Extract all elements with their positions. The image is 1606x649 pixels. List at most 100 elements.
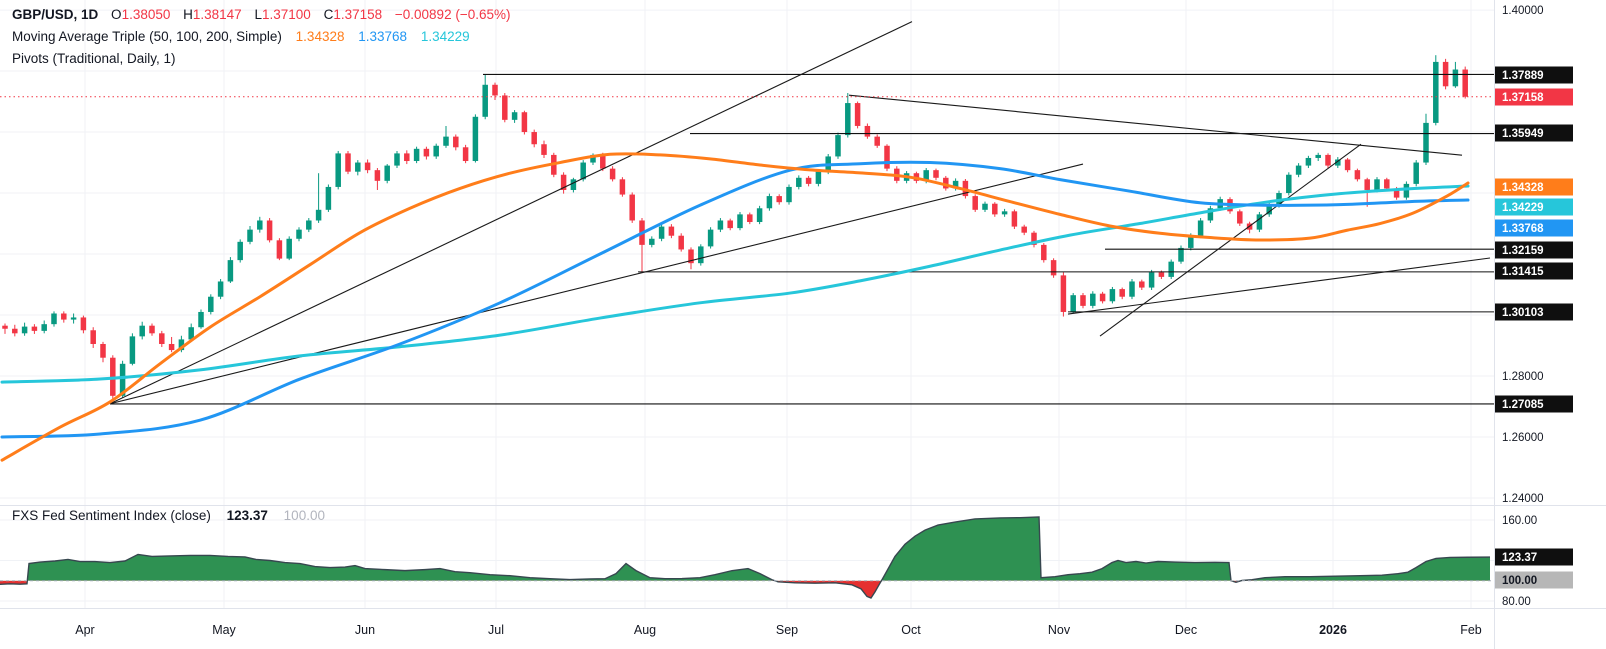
candle	[364, 162, 371, 171]
price-axis-badge-label: 1.37158	[1502, 92, 1544, 104]
candle	[80, 317, 87, 331]
candle	[649, 238, 655, 245]
time-axis[interactable]: Apr May Jun Jul Aug Sep Oct Nov Dec 2026 Feb	[75, 623, 1482, 637]
candle	[266, 220, 273, 241]
time-axis-label: 2026	[1319, 623, 1347, 637]
high-label: H	[183, 7, 193, 22]
price-axis-label: 1.40000	[1502, 5, 1544, 17]
candle	[1178, 247, 1184, 262]
candle	[286, 238, 292, 259]
candle	[727, 220, 733, 229]
sma100-line[interactable]	[0, 160, 1470, 439]
sma50-line[interactable]	[0, 152, 1470, 462]
candle	[21, 326, 28, 334]
candle	[1423, 122, 1429, 163]
candle	[208, 296, 214, 312]
trend-line[interactable]	[109, 21, 913, 405]
candle	[1207, 208, 1214, 221]
close-label: C	[323, 7, 334, 22]
sentiment-positive-area	[0, 516, 1490, 581]
sentiment-indicator-title[interactable]: FXS Fed Sentiment Index (close)	[12, 508, 211, 523]
candle	[257, 220, 263, 230]
price-axis-badge-label: 1.33768	[1502, 223, 1544, 235]
candle	[972, 196, 978, 210]
price-axis-badge	[1495, 66, 1573, 84]
candle	[413, 148, 420, 162]
candle	[168, 343, 175, 351]
candle	[355, 162, 361, 172]
candle	[129, 336, 136, 364]
candle	[61, 313, 67, 320]
sentiment-indicator-legend[interactable]: FXS Fed Sentiment Index (close) 123.37 1…	[12, 507, 325, 525]
time-axis-label: Feb	[1460, 623, 1482, 637]
candle	[952, 180, 959, 189]
candle	[1393, 188, 1400, 198]
candle	[658, 226, 665, 239]
sma100-group	[0, 160, 1470, 439]
candle	[1452, 69, 1459, 87]
candle	[1364, 179, 1370, 190]
candle	[698, 246, 704, 264]
candle	[982, 203, 988, 210]
candle	[1041, 244, 1047, 261]
candle	[805, 177, 812, 184]
candle	[707, 229, 714, 247]
candle	[374, 170, 381, 181]
candle	[531, 132, 537, 145]
candle	[884, 145, 890, 169]
price-axis-badge	[1495, 88, 1573, 106]
time-axis-label: Aug	[634, 623, 656, 637]
price-axis-badge	[1495, 124, 1573, 142]
candle	[854, 103, 861, 126]
symbol-title[interactable]: GBP/USD, 1D	[12, 7, 99, 22]
time-axis-label: Nov	[1048, 623, 1071, 637]
candle	[217, 281, 224, 297]
sentiment-axis-badge-label: 123.37	[1502, 552, 1537, 564]
candle	[1050, 260, 1057, 276]
sentiment-axis-label: 160.00	[1502, 515, 1537, 527]
pivots-indicator-row[interactable]: Pivots (Traditional, Daily, 1)	[12, 48, 510, 70]
symbol-row[interactable]: GBP/USD, 1D O1.38050 H1.38147 L1.37100 C…	[12, 4, 510, 26]
trend-line[interactable]	[109, 163, 1084, 405]
candle	[139, 325, 145, 337]
candle	[149, 325, 155, 334]
candle	[1286, 174, 1292, 194]
candle	[1119, 289, 1125, 297]
ma200-value: 1.34229	[420, 29, 470, 44]
price-axis-badge	[1495, 303, 1573, 321]
candle	[345, 153, 351, 172]
sentiment-line	[0, 516, 1491, 599]
price-axis-label: 1.24000	[1502, 493, 1544, 505]
time-axis-label: Jun	[355, 623, 375, 637]
candle	[1021, 226, 1027, 233]
candle	[1462, 69, 1468, 97]
ma-indicator-title[interactable]: Moving Average Triple (50, 100, 200, Sim…	[12, 29, 282, 44]
candle	[492, 84, 498, 96]
price-axis-badge-label: 1.34328	[1502, 182, 1544, 194]
candle	[462, 147, 469, 162]
trend-line[interactable]	[848, 94, 1463, 156]
price-axis[interactable]: 1.40000 1.28000 1.26000 1.24000 1.37889 1.371…	[1495, 5, 1573, 608]
candle	[237, 241, 243, 261]
candle	[227, 260, 234, 282]
price-axis-label: 1.26000	[1502, 432, 1544, 444]
candle	[1384, 179, 1390, 189]
pivots-indicator-title[interactable]: Pivots (Traditional, Daily, 1)	[12, 51, 176, 66]
candle	[306, 220, 312, 230]
ma-indicator-row[interactable]: Moving Average Triple (50, 100, 200, Sim…	[12, 26, 510, 48]
price-axis-badge	[1495, 178, 1573, 196]
candle	[453, 136, 459, 148]
candle	[1344, 159, 1351, 171]
candle	[1266, 205, 1272, 215]
candle	[1090, 293, 1096, 306]
candle	[609, 168, 616, 180]
candle	[423, 148, 430, 157]
candle	[482, 84, 488, 117]
candle	[786, 186, 792, 203]
trend-line[interactable]	[1067, 257, 1491, 315]
candle	[815, 171, 822, 184]
price-axis-badge-label: 1.27085	[1502, 399, 1544, 411]
